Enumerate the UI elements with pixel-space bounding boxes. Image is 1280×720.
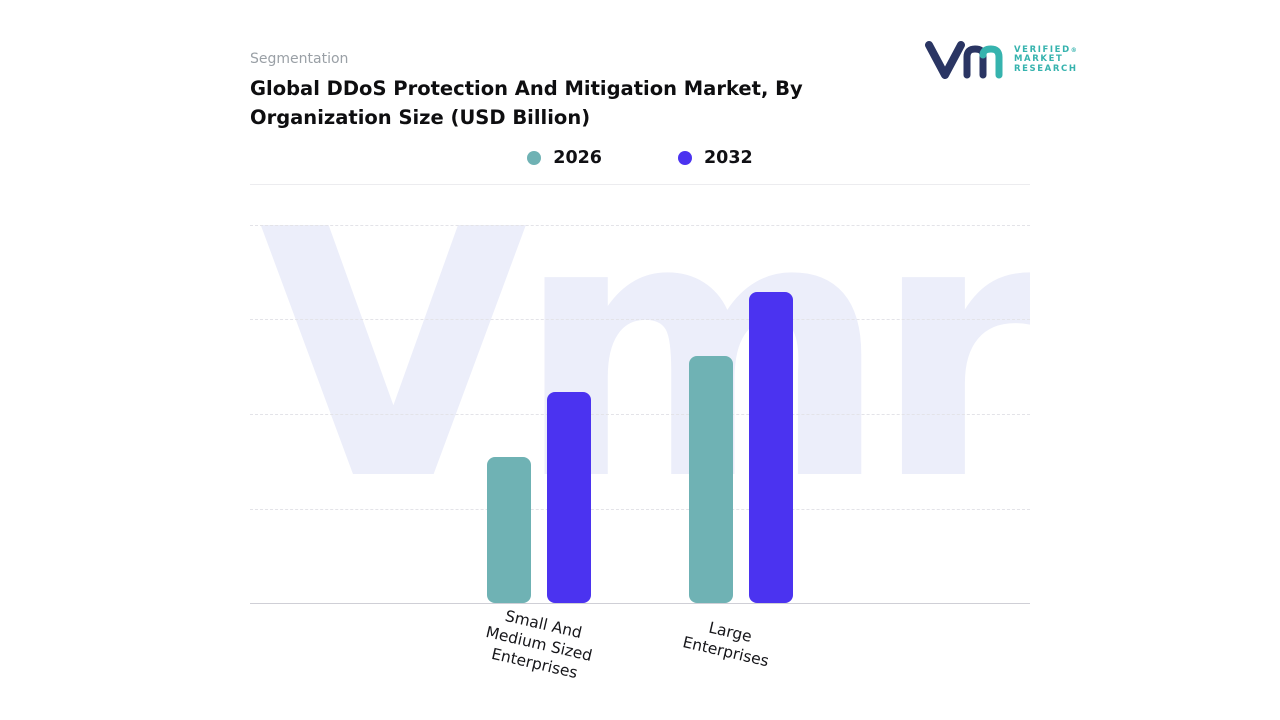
vmr-logo-mark [925,41,1003,79]
registered-mark: ® [1070,46,1077,54]
vmr-logo: VERIFIED® MARKET RESEARCH [924,38,1078,82]
bar-group-sme [487,392,591,603]
gridline [250,319,1030,320]
plot-area: Vmr [250,225,1030,604]
legend-label-2032: 2032 [704,148,753,168]
bar-2032-large [749,292,793,603]
logo-wordmark: VERIFIED® MARKET RESEARCH [1014,44,1078,75]
legend-dot-2032 [678,151,692,165]
legend-item-2032[interactable]: 2032 [678,148,753,168]
bar-group-large [689,292,793,603]
vmr-watermark: Vmr [254,225,1030,559]
legend-item-2026[interactable]: 2026 [527,148,602,168]
eyebrow-label: Segmentation [250,51,349,67]
legend-dot-2026 [527,151,542,165]
bar-2026-large [689,356,733,603]
legend-divider [250,184,1030,185]
logo-line-2: MARKET [1014,54,1064,65]
logo-line-3: RESEARCH [1014,63,1078,74]
gridline [250,509,1030,510]
chart-title: Global DDoS Protection And Mitigation Ma… [250,77,803,129]
x-axis-label-sme: Small And Medium Sized Enterprises [484,606,594,683]
logo-line-1: VERIFIED [1014,44,1071,55]
x-axis-label-large: Large Enterprises [680,618,771,671]
logo-v-stroke [925,41,965,79]
chart-legend: 2026 2032 [250,148,1030,168]
bar-2032-sme [547,392,591,603]
legend-label-2026: 2026 [553,148,602,168]
gridline [250,414,1030,415]
gridline [250,225,1030,226]
bar-2026-sme [487,457,531,603]
logo-m-teal-stroke [979,45,1003,79]
